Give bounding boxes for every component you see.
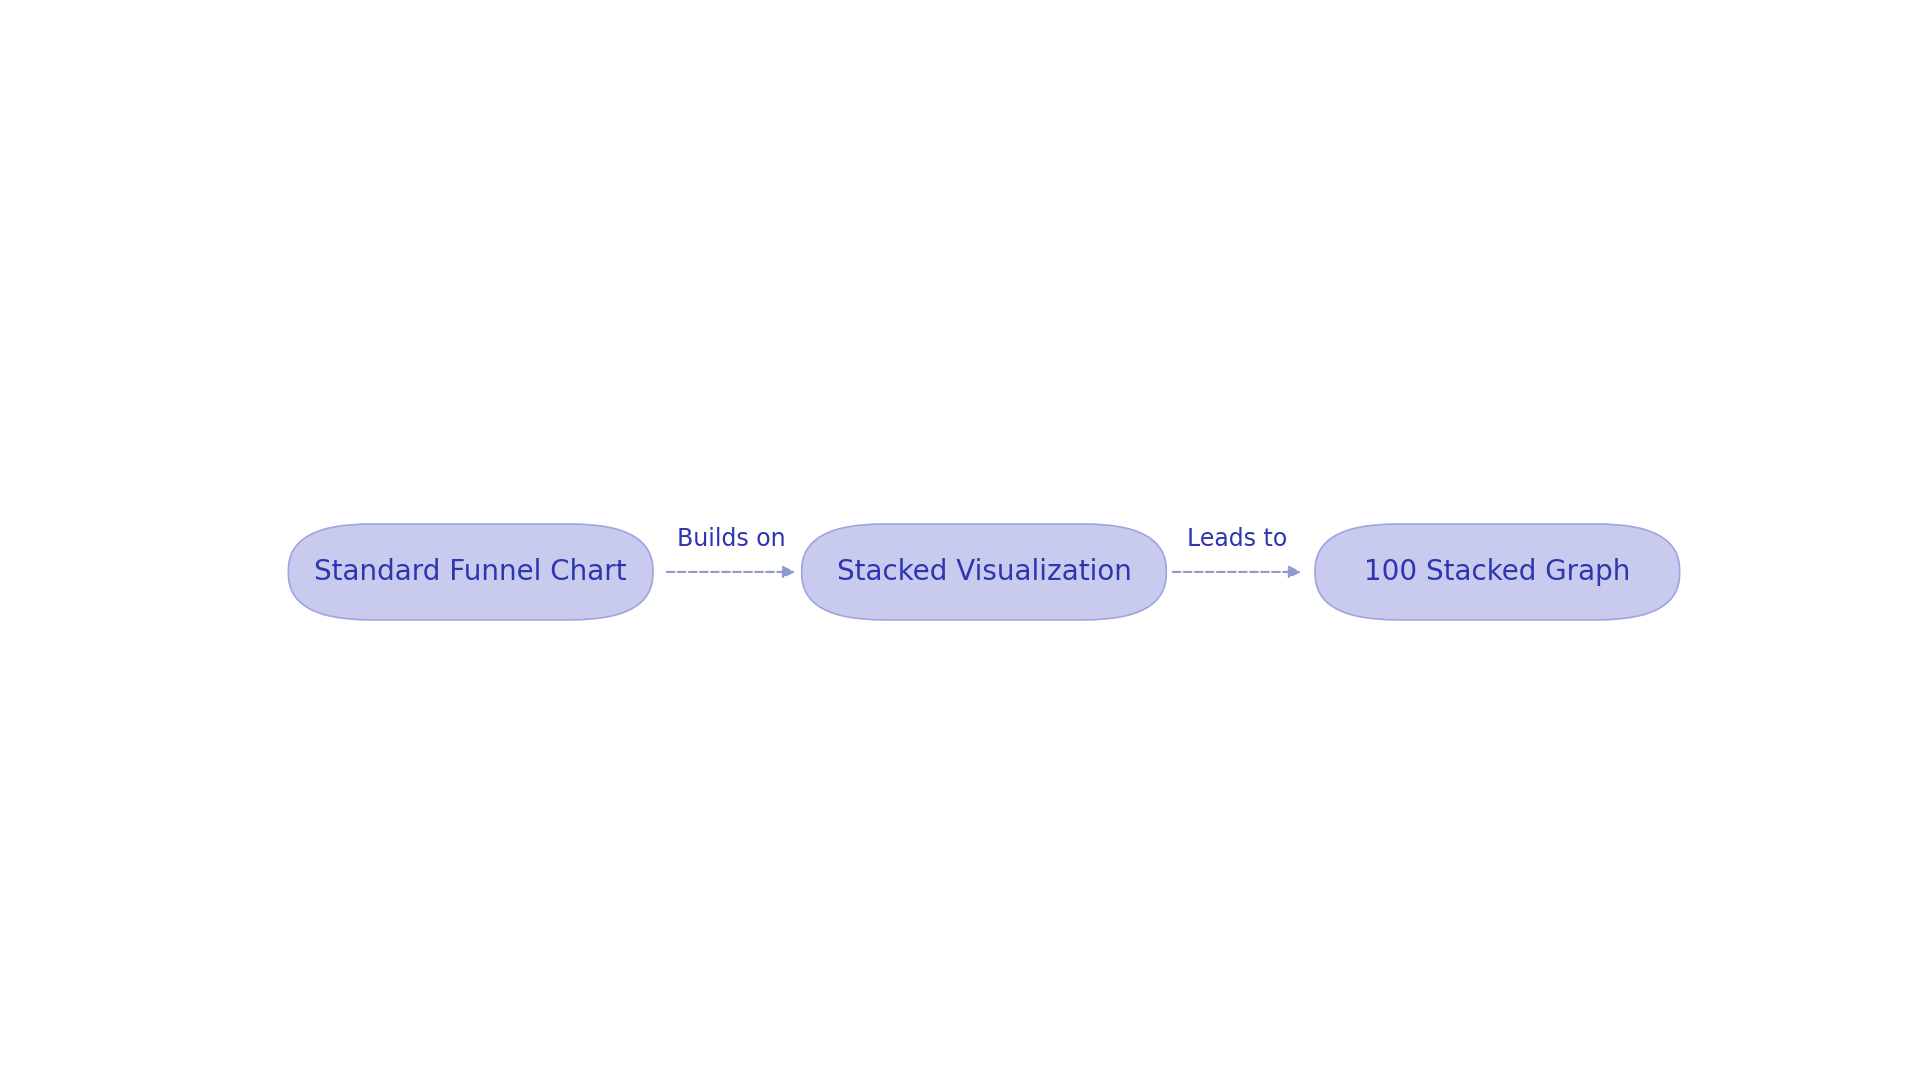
Text: Builds on: Builds on — [676, 527, 785, 551]
FancyBboxPatch shape — [288, 524, 653, 619]
Text: Leads to: Leads to — [1187, 527, 1286, 551]
Text: 100 Stacked Graph: 100 Stacked Graph — [1365, 558, 1630, 586]
Text: Stacked Visualization: Stacked Visualization — [837, 558, 1131, 586]
FancyBboxPatch shape — [1315, 524, 1680, 619]
Text: Standard Funnel Chart: Standard Funnel Chart — [315, 558, 628, 586]
FancyBboxPatch shape — [803, 524, 1165, 619]
